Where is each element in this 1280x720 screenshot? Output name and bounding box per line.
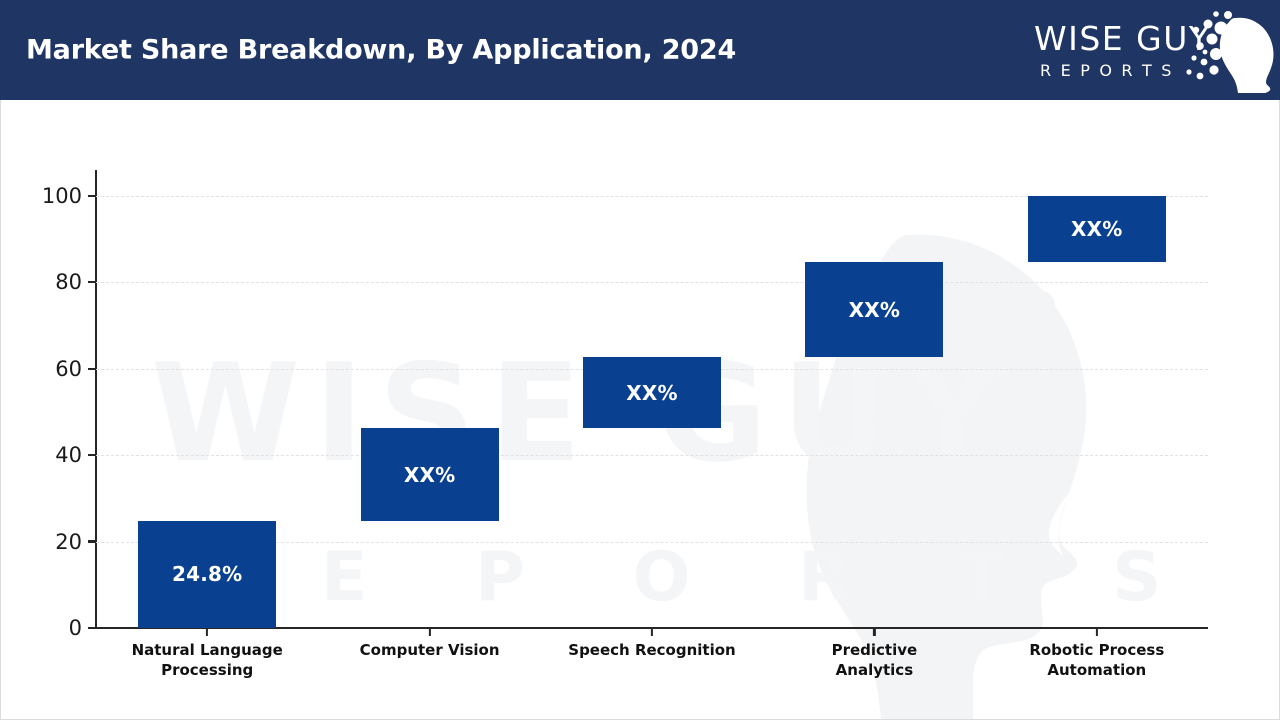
y-tick-mark — [88, 194, 96, 197]
y-axis-spine — [94, 170, 98, 628]
y-tick-mark — [88, 454, 96, 457]
x-axis-category-label: Robotic Process Automation — [1029, 641, 1165, 680]
logo-wordmark-primary: WISE GUY — [1034, 19, 1211, 58]
page-header: Market Share Breakdown, By Application, … — [0, 0, 1280, 100]
page-title: Market Share Breakdown, By Application, … — [26, 34, 737, 66]
y-tick-label: 60 — [55, 356, 82, 381]
bar[interactable]: XX% — [583, 356, 721, 429]
x-axis-category-label: Predictive Analytics — [831, 641, 918, 680]
y-tick-label: 20 — [55, 529, 82, 554]
gridline — [96, 455, 1208, 457]
y-tick-label: 80 — [55, 270, 82, 295]
y-tick-mark — [88, 626, 96, 630]
chart-plot-area: 0 20 40 60 80 100 24.8% XX% XX% XX% XX% Natural L… — [42, 170, 1208, 679]
bar-value-label: XX% — [1071, 217, 1123, 242]
x-axis-category-label: Natural Language Processing — [131, 641, 283, 680]
logo-wordmark-secondary: R E P O R T S — [1040, 61, 1174, 80]
y-tick-mark — [88, 367, 96, 370]
bar[interactable]: 24.8% — [138, 520, 277, 628]
bar-value-label: XX% — [848, 297, 901, 322]
y-tick-mark — [88, 281, 96, 284]
x-axis-category-label: Speech Recognition — [568, 641, 736, 659]
x-tick-mark — [206, 628, 209, 636]
bar-value-label: 24.8% — [171, 562, 243, 587]
y-tick-label: 100 — [41, 183, 82, 208]
x-tick-mark — [873, 628, 876, 636]
y-tick-label: 40 — [55, 443, 82, 468]
x-tick-mark — [428, 628, 431, 636]
logo-head-icon — [1186, 11, 1274, 93]
bar[interactable]: XX% — [805, 262, 944, 357]
x-axis-category-label: Computer Vision — [359, 641, 500, 659]
gridline — [96, 282, 1208, 284]
bar[interactable]: XX% — [1027, 195, 1166, 263]
x-tick-mark — [1095, 628, 1098, 636]
bar-value-label: XX% — [403, 462, 456, 487]
x-tick-mark — [650, 628, 654, 636]
y-tick-label: 0 — [68, 616, 82, 640]
wise-guy-reports-logo: WISE GUY R E P O R T S — [1028, 6, 1278, 94]
gridline — [96, 195, 1208, 197]
gridline — [96, 541, 1208, 543]
bar[interactable]: XX% — [360, 428, 499, 521]
bar-value-label: XX% — [626, 380, 678, 405]
y-tick-mark — [88, 540, 96, 543]
